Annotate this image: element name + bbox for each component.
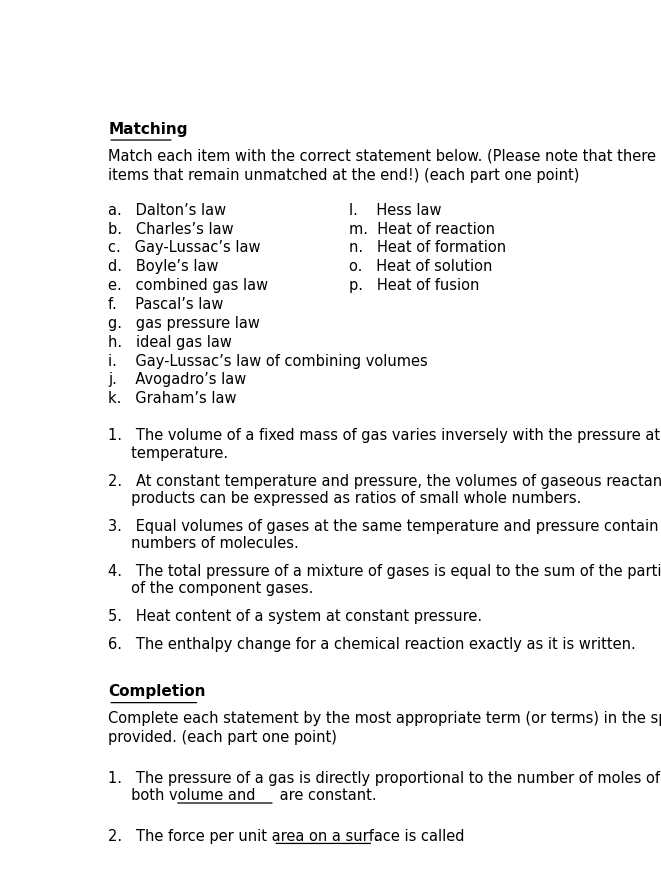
Text: j.    Avogadro’s law: j. Avogadro’s law xyxy=(108,373,247,388)
Text: 5.   Heat content of a system at constant pressure.: 5. Heat content of a system at constant … xyxy=(108,609,483,624)
Text: d.   Boyle’s law: d. Boyle’s law xyxy=(108,259,219,274)
Text: Complete each statement by the most appropriate term (or terms) in the space: Complete each statement by the most appr… xyxy=(108,711,661,726)
Text: f.    Pascal’s law: f. Pascal’s law xyxy=(108,297,223,312)
Text: 2.   The force per unit area on a surface is called: 2. The force per unit area on a surface … xyxy=(108,829,469,844)
Text: g.   gas pressure law: g. gas pressure law xyxy=(108,316,260,331)
Text: 2.   At constant temperature and pressure, the volumes of gaseous reactants and: 2. At constant temperature and pressure,… xyxy=(108,473,661,488)
Text: 3.   Equal volumes of gases at the same temperature and pressure contain equal: 3. Equal volumes of gases at the same te… xyxy=(108,519,661,534)
Text: Matching: Matching xyxy=(108,122,188,136)
Text: products can be expressed as ratios of small whole numbers.: products can be expressed as ratios of s… xyxy=(108,491,582,506)
Text: m.  Heat of reaction: m. Heat of reaction xyxy=(349,221,495,236)
Text: items that remain unmatched at the end!) (each part one point): items that remain unmatched at the end!)… xyxy=(108,168,580,183)
Text: are constant.: are constant. xyxy=(275,788,377,803)
Text: o.   Heat of solution: o. Heat of solution xyxy=(349,259,492,274)
Text: h.   ideal gas law: h. ideal gas law xyxy=(108,335,232,350)
Text: c.   Gay-Lussac’s law: c. Gay-Lussac’s law xyxy=(108,241,260,256)
Text: k.   Graham’s law: k. Graham’s law xyxy=(108,391,237,406)
Text: e.   combined gas law: e. combined gas law xyxy=(108,278,268,293)
Text: .: . xyxy=(373,829,378,844)
Text: 4.   The total pressure of a mixture of gases is equal to the sum of the partial: 4. The total pressure of a mixture of ga… xyxy=(108,564,661,579)
Text: p.   Heat of fusion: p. Heat of fusion xyxy=(349,278,479,293)
Text: 6.   The enthalpy change for a chemical reaction exactly as it is written.: 6. The enthalpy change for a chemical re… xyxy=(108,637,636,652)
Text: temperature.: temperature. xyxy=(108,446,228,461)
Text: Match each item with the correct statement below. (Please note that there are ex: Match each item with the correct stateme… xyxy=(108,149,661,164)
Text: provided. (each part one point): provided. (each part one point) xyxy=(108,731,337,746)
Text: b.   Charles’s law: b. Charles’s law xyxy=(108,221,234,236)
Text: numbers of molecules.: numbers of molecules. xyxy=(108,536,299,551)
Text: l.    Hess law: l. Hess law xyxy=(349,203,442,218)
Text: i.    Gay-Lussac’s law of combining volumes: i. Gay-Lussac’s law of combining volumes xyxy=(108,354,428,368)
Text: 1.   The pressure of a gas is directly proportional to the number of moles of th: 1. The pressure of a gas is directly pro… xyxy=(108,771,661,786)
Text: 1.   The volume of a fixed mass of gas varies inversely with the pressure at con: 1. The volume of a fixed mass of gas var… xyxy=(108,429,661,444)
Text: both volume and: both volume and xyxy=(108,788,260,803)
Text: a.   Dalton’s law: a. Dalton’s law xyxy=(108,203,226,218)
Text: n.   Heat of formation: n. Heat of formation xyxy=(349,241,506,256)
Text: of the component gases.: of the component gases. xyxy=(108,581,313,597)
Text: Completion: Completion xyxy=(108,684,206,699)
